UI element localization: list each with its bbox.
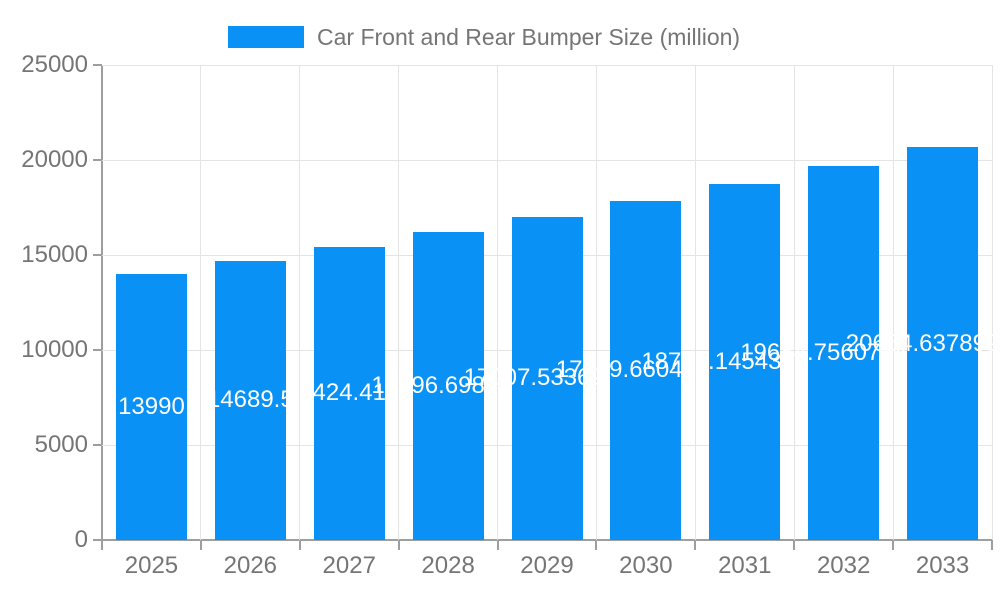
y-axis-tick	[93, 349, 102, 351]
bar[interactable]	[709, 183, 781, 540]
bar[interactable]	[313, 246, 385, 540]
x-tick-label: 2029	[520, 552, 574, 579]
grid-vline	[595, 65, 597, 540]
grid-hline	[102, 64, 992, 66]
bar[interactable]	[610, 200, 682, 540]
x-axis-tick	[694, 540, 697, 550]
bar[interactable]	[808, 166, 880, 540]
grid-vline	[200, 65, 202, 540]
y-tick-label: 15000	[21, 241, 88, 268]
y-tick-label: 0	[74, 526, 88, 553]
x-tick-label: 2025	[124, 552, 179, 579]
bar[interactable]	[412, 232, 484, 540]
y-tick-label: 5000	[34, 431, 88, 458]
y-axis-tick	[93, 539, 102, 541]
x-tick-label: 2033	[915, 552, 970, 579]
plot-area: 13990 14689.5 15424.4175 16196.698575 17007.…	[102, 64, 1000, 540]
legend-label: Car Front and Rear Bumper Size (million)	[317, 23, 741, 50]
x-tick-label: 2030	[619, 552, 673, 579]
y-axis-line	[101, 65, 103, 541]
x-axis-tick	[496, 540, 499, 550]
y-tick-label: 20000	[21, 146, 88, 173]
y-axis-tick	[93, 159, 102, 161]
x-axis-line	[94, 539, 993, 541]
x-axis-tick	[397, 540, 400, 550]
y-axis-tick	[93, 254, 102, 256]
legend-item[interactable]: Car Front and Rear Bumper Size (million)	[228, 24, 740, 50]
x-axis-tick	[991, 540, 993, 550]
x-tick-label: 2031	[718, 552, 772, 579]
bar[interactable]	[907, 147, 979, 540]
grid-vline	[299, 65, 301, 540]
y-axis-tick	[93, 444, 102, 446]
grid-vline	[497, 65, 499, 540]
x-axis-tick	[793, 540, 796, 550]
x-axis-tick	[298, 540, 301, 550]
bar[interactable]	[214, 260, 286, 540]
bar[interactable]	[115, 274, 187, 540]
x-tick-label: 2028	[421, 552, 475, 579]
x-axis-tick	[595, 540, 598, 550]
y-tick-label: 25000	[21, 51, 88, 78]
x-axis-tick	[199, 540, 202, 550]
grid-hline	[102, 159, 992, 161]
grid-vline	[892, 65, 894, 540]
x-tick-label: 2032	[816, 552, 871, 579]
x-tick-label: 2027	[322, 552, 376, 579]
y-tick-label: 10000	[21, 336, 88, 363]
x-tick-label: 2026	[223, 552, 278, 579]
x-axis-tick	[892, 540, 895, 550]
legend-swatch-icon	[228, 26, 304, 48]
grid-vline	[793, 65, 795, 540]
x-axis-tick	[101, 540, 103, 550]
y-axis-tick	[93, 64, 102, 66]
grid-vline	[991, 65, 993, 540]
bar[interactable]	[511, 216, 583, 540]
grid-vline	[694, 65, 696, 540]
grid-vline	[398, 65, 400, 540]
